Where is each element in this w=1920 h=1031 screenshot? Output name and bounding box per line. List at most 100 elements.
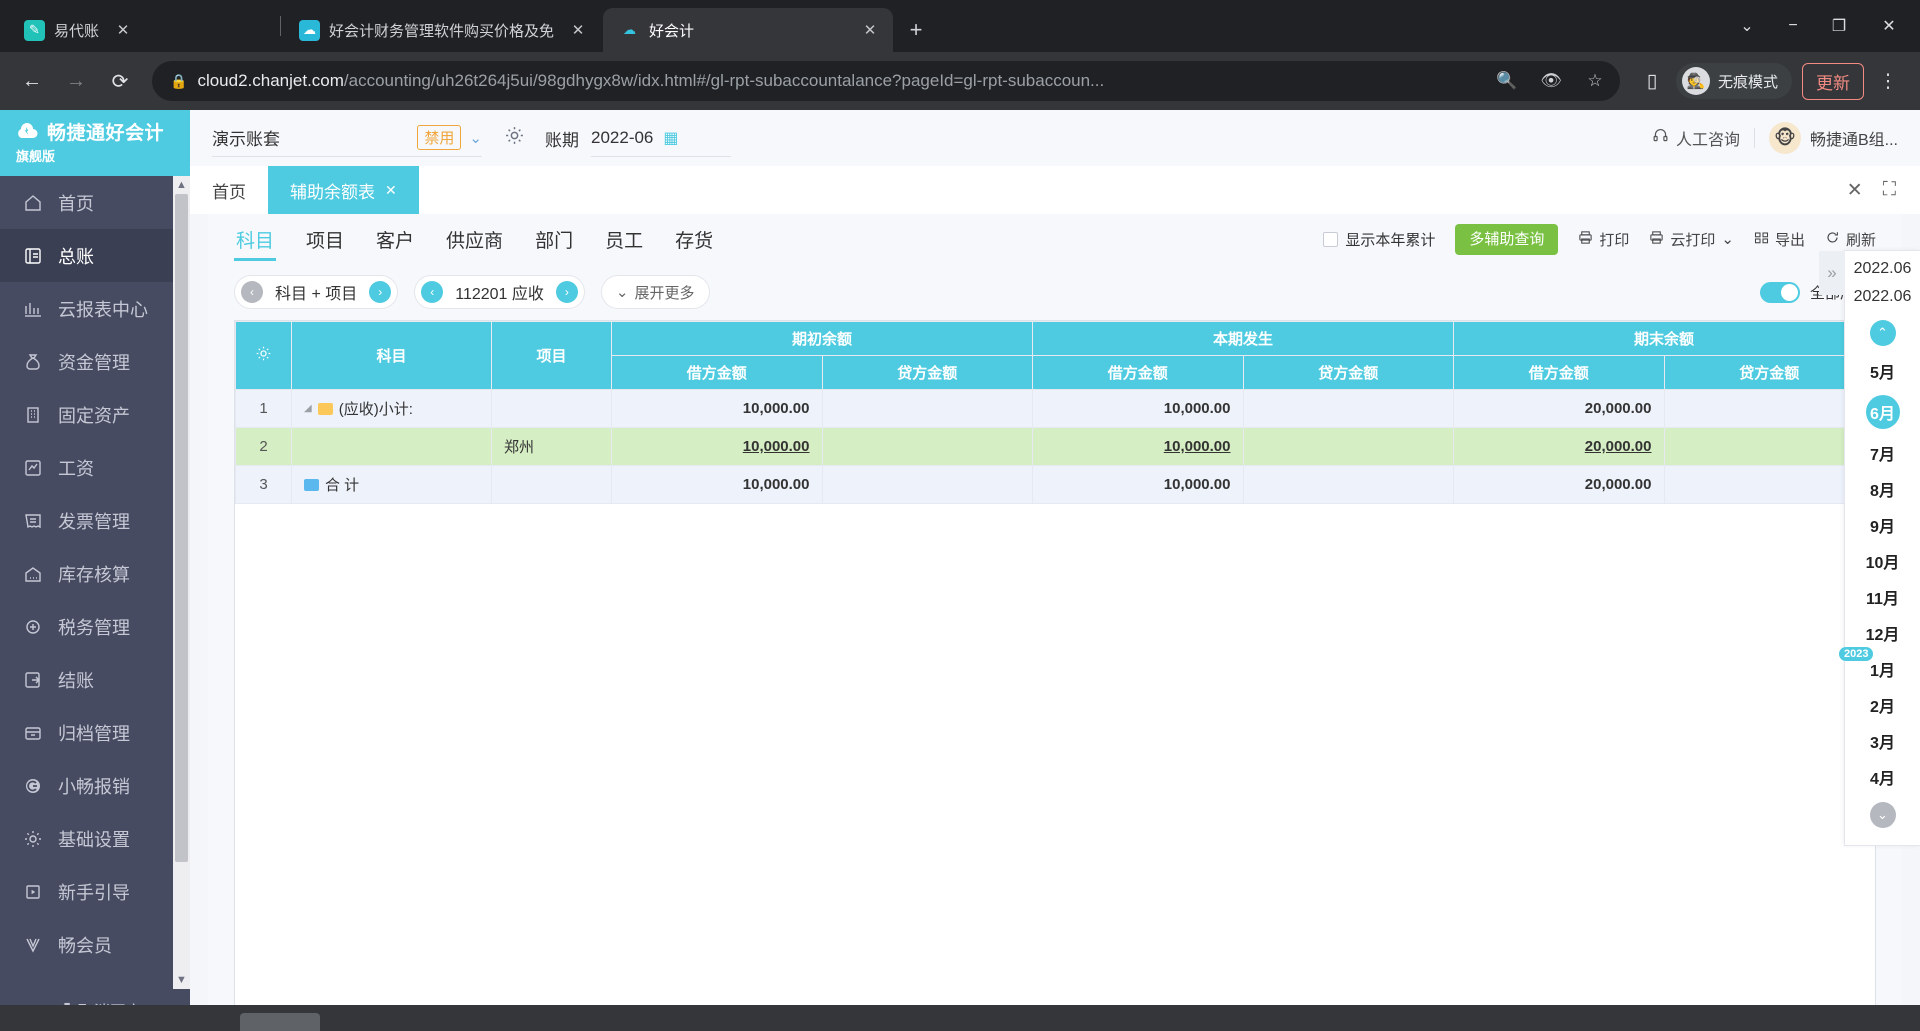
chevron-down-icon[interactable]: ⌄ — [1721, 231, 1734, 248]
browser-tab-2[interactable]: ☁ 好会计财务管理软件购买价格及免 ✕ — [283, 8, 603, 52]
tab-supplier[interactable]: 供应商 — [446, 230, 504, 252]
zoom-search-icon[interactable]: 🔍 — [1496, 71, 1518, 90]
scroll-down-icon[interactable]: ▼ — [176, 974, 187, 986]
row-beginning-debit[interactable]: 10,000.00 — [611, 427, 823, 466]
tab-project[interactable]: 项目 — [306, 230, 345, 252]
close-window-icon[interactable]: ✕ — [1882, 18, 1896, 35]
forward-icon[interactable]: → — [66, 69, 86, 92]
browser-tab-1-close-icon[interactable]: ✕ — [116, 22, 130, 39]
chevron-down-icon[interactable]: ⌄ — [469, 129, 482, 147]
show-ytd-checkbox[interactable]: 显示本年累计 — [1323, 229, 1435, 250]
cloud-print-button[interactable]: 云打印 ⌄ — [1649, 229, 1734, 250]
minimize-icon[interactable]: − — [1788, 17, 1798, 34]
close-icon[interactable]: ✕ — [385, 181, 397, 198]
sidebar-item-tax[interactable]: 税务管理 — [0, 600, 190, 653]
amount-link[interactable]: 10,000.00 — [742, 438, 810, 455]
sidebar-scroll-track[interactable] — [173, 194, 190, 971]
month-item-9[interactable]: 9月 — [1845, 507, 1920, 543]
chevron-right-icon[interactable]: › — [369, 281, 392, 303]
close-icon[interactable]: ✕ — [1846, 179, 1863, 201]
refresh-button[interactable]: 刷新 — [1825, 229, 1876, 250]
sidebar-item-home[interactable]: 首页 — [0, 176, 190, 229]
sidebar-item-fixed-assets[interactable]: 固定资产 — [0, 388, 190, 441]
table-row[interactable]: 1 ◢ (应收)小计: — [235, 389, 1875, 428]
account-selector[interactable]: ‹ 112201 应收 › — [414, 275, 585, 309]
scroll-up-icon[interactable]: ⌃ — [1869, 320, 1896, 346]
period-range-from[interactable]: 2022.06 — [1853, 260, 1912, 277]
sidebar-item-fund[interactable]: 资金管理 — [0, 335, 190, 388]
row-ending-debit[interactable]: 20,000.00 — [1453, 427, 1665, 466]
collapse-triangle-icon[interactable]: ◢ — [304, 403, 312, 414]
tab-customer[interactable]: 客户 — [376, 230, 415, 252]
sidebar-item-checkout[interactable]: 结账 — [0, 653, 190, 706]
expand-all-toggle[interactable] — [1759, 281, 1800, 303]
page-tab-home[interactable]: 首页 — [190, 166, 268, 214]
sidebar-item-invoice[interactable]: 发票管理 — [0, 494, 190, 547]
back-icon[interactable]: ← — [22, 69, 42, 92]
tab-employee[interactable]: 员工 — [605, 230, 644, 252]
period-range-to[interactable]: 2022.06 — [1853, 288, 1912, 305]
export-button[interactable]: 导出 — [1754, 229, 1805, 250]
sidebar-scroll-thumb[interactable] — [175, 194, 188, 863]
tab-inventory[interactable]: 存货 — [675, 230, 714, 252]
eye-off-icon[interactable]: 👁 — [1540, 71, 1562, 90]
new-tab-button[interactable]: + — [909, 17, 923, 42]
support-link[interactable]: 人工咨询 — [1652, 126, 1740, 150]
page-tab-subaccount-balance[interactable]: 辅助余额表 ✕ — [268, 166, 419, 214]
expand-more-button[interactable]: ⌄ 展开更多 — [600, 275, 710, 309]
reload-icon[interactable]: ⟳ — [111, 70, 129, 93]
scroll-down-icon[interactable]: ⌄ — [1869, 802, 1896, 828]
sidebar-item-vip[interactable]: 畅会员 — [0, 918, 190, 971]
side-panel-icon[interactable]: ▯ — [1646, 70, 1658, 92]
browser-tab-2-close-icon[interactable]: ✕ — [571, 22, 585, 39]
tab-department[interactable]: 部门 — [535, 230, 574, 252]
chevron-left-icon[interactable]: ‹ — [421, 281, 444, 303]
row-current-debit[interactable]: 10,000.00 — [1032, 427, 1244, 466]
period-selector[interactable]: 账期 2022-06 ▦ — [545, 119, 731, 157]
collapse-panel-button[interactable]: » — [1819, 251, 1845, 295]
sidebar-item-reimburse[interactable]: 小畅报销 — [0, 759, 190, 812]
month-item-5[interactable]: 5月 — [1845, 353, 1920, 389]
incognito-chip[interactable]: 🕵 无痕模式 — [1675, 63, 1792, 99]
month-item-3-next-year[interactable]: 3月 — [1845, 723, 1920, 759]
month-item-7[interactable]: 7月 — [1845, 435, 1920, 471]
sidebar-item-guide[interactable]: 新手引导 — [0, 865, 190, 918]
table-row[interactable]: 3 合 计 10,000.00 — [235, 465, 1875, 504]
account-book-selector[interactable]: 演示账套 禁用 ⌄ — [212, 119, 482, 157]
month-item-1-next-year[interactable]: 2023 1月 — [1839, 647, 1920, 687]
table-row[interactable]: 2 郑州 10,000.00 10,000.00 20,000.00 — [235, 427, 1875, 466]
print-button[interactable]: 打印 — [1578, 229, 1629, 250]
amount-link[interactable]: 20,000.00 — [1584, 438, 1652, 455]
tab-list-icon[interactable]: ⌄ — [1740, 18, 1754, 35]
month-item-6[interactable]: 6月 — [1845, 389, 1920, 435]
sidebar-item-inventory[interactable]: 库存核算 — [0, 547, 190, 600]
period-field[interactable]: 2022-06 ▦ — [591, 119, 731, 157]
fullscreen-icon[interactable]: ⛶ — [1882, 179, 1896, 200]
amount-link[interactable]: 10,000.00 — [1163, 438, 1231, 455]
address-bar[interactable]: 🔒 cloud2.chanjet.com/accounting/uh26t264… — [152, 61, 1620, 101]
month-item-2-next-year[interactable]: 2月 — [1845, 687, 1920, 723]
download-shelf-item[interactable] — [240, 1013, 320, 1031]
sidebar-scrollbar[interactable]: ▲ ▼ — [173, 176, 190, 989]
sidebar-item-cloud-reports[interactable]: 云报表中心 — [0, 282, 190, 335]
month-item-4-next-year[interactable]: 4月 — [1845, 759, 1920, 795]
sidebar-item-ledger[interactable]: 总账 — [0, 229, 190, 282]
scroll-up-icon[interactable]: ▲ — [176, 179, 187, 191]
month-item-10[interactable]: 10月 — [1845, 543, 1920, 579]
update-button[interactable]: 更新 — [1802, 62, 1864, 100]
month-item-12[interactable]: 12月 — [1845, 615, 1920, 651]
column-settings-button[interactable] — [235, 321, 292, 390]
calendar-icon[interactable]: ▦ — [663, 129, 679, 147]
sidebar-item-settings[interactable]: 基础设置 — [0, 812, 190, 865]
browser-tab-1[interactable]: ✎ 易代账 ✕ — [8, 8, 278, 52]
gear-icon[interactable] — [504, 125, 525, 152]
month-item-11[interactable]: 11月 — [1845, 579, 1920, 615]
star-icon[interactable]: ☆ — [1587, 71, 1603, 90]
browser-tab-3-close-icon[interactable]: ✕ — [863, 22, 877, 39]
maximize-icon[interactable]: ❐ — [1831, 18, 1847, 35]
multi-aux-query-button[interactable]: 多辅助查询 — [1455, 223, 1559, 255]
sidebar-item-archive[interactable]: 归档管理 — [0, 706, 190, 759]
tab-subject[interactable]: 科目 — [234, 220, 277, 261]
chevron-right-icon[interactable]: › — [555, 281, 578, 303]
dimension-selector[interactable]: ‹ 科目 + 项目 › — [234, 275, 399, 309]
